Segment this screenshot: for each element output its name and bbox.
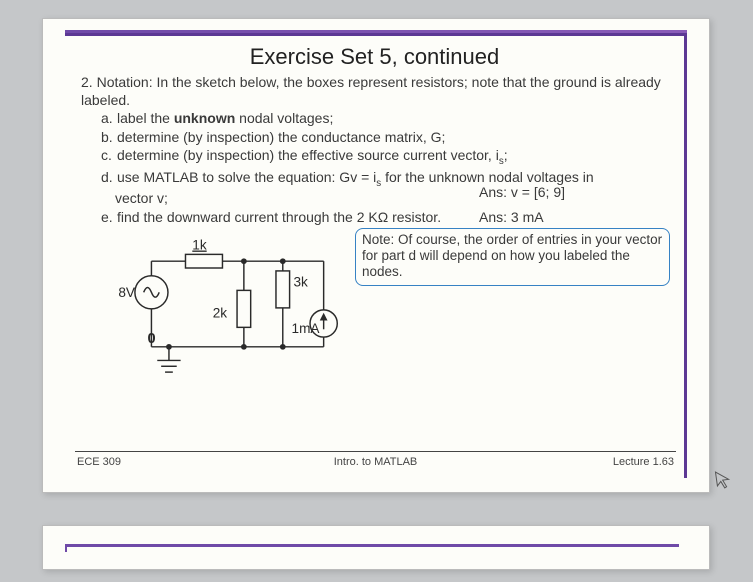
- i-src-label: 1mA: [292, 321, 321, 336]
- question-text: Notation: In the sketch below, the boxes…: [81, 74, 661, 108]
- part-b: b.determine (by inspection) the conducta…: [101, 129, 672, 147]
- footer-mid: Intro. to MATLAB: [334, 456, 418, 468]
- footer-rule: [75, 451, 676, 452]
- footer-right: Lecture 1.63: [613, 456, 674, 468]
- r-mid-label: 2k: [213, 306, 228, 321]
- circuit-diagram: 1k 2k 3k 8V 1mA 0: [109, 232, 369, 412]
- slide-body: 2. Notation: In the sketch below, the bo…: [65, 74, 684, 423]
- slide-page: Exercise Set 5, continued 2. Notation: I…: [42, 18, 710, 493]
- part-c-label: c.: [101, 147, 117, 165]
- note-box: Note: Of course, the order of entries in…: [355, 228, 670, 286]
- next-slide-border: [65, 544, 679, 552]
- r-right-label: 3k: [293, 275, 308, 290]
- cursor-icon: [714, 469, 733, 496]
- part-e-answer: Ans: 3 mA: [479, 209, 544, 227]
- question-number: 2.: [81, 74, 93, 90]
- note-line1: Note: Of course, the order of entries in…: [362, 232, 663, 248]
- content-frame: Exercise Set 5, continued 2. Notation: I…: [65, 33, 687, 478]
- footer-left: ECE 309: [77, 456, 121, 468]
- part-e-label: e.: [101, 209, 117, 227]
- diagram-area: Note: Of course, the order of entries in…: [79, 228, 672, 423]
- r-top-label: 1k: [192, 238, 207, 253]
- question-stem: 2. Notation: In the sketch below, the bo…: [79, 74, 672, 109]
- gnd-label: 0: [148, 331, 156, 347]
- subparts: a.label the unknown nodal voltages; b.de…: [79, 110, 672, 226]
- next-slide-peek: [42, 525, 710, 570]
- part-a-label: a.: [101, 110, 117, 128]
- part-d-label: d.: [101, 169, 117, 187]
- slide-title: Exercise Set 5, continued: [65, 44, 684, 70]
- note-line2: for part d will depend on how you labele…: [362, 248, 663, 280]
- part-b-label: b.: [101, 129, 117, 147]
- part-d-line2: vector v;: [101, 190, 672, 208]
- footer: ECE 309 Intro. to MATLAB Lecture 1.63: [77, 456, 674, 468]
- part-c: c.determine (by inspection) the effectiv…: [101, 147, 672, 168]
- part-d-answer: Ans: v = [6; 9]: [479, 184, 565, 202]
- part-d: d.use MATLAB to solve the equation: Gv =…: [101, 169, 672, 208]
- part-a: a.label the unknown nodal voltages;: [101, 110, 672, 128]
- part-e: e.find the downward current through the …: [101, 209, 672, 227]
- v-src-label: 8V: [118, 285, 136, 300]
